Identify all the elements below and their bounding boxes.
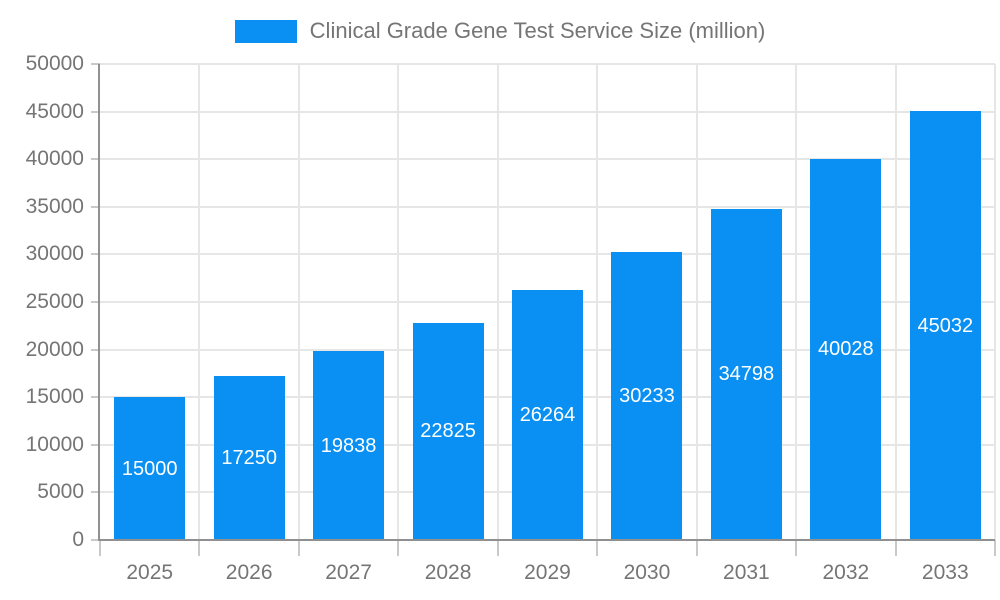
y-tick [91,491,100,494]
y-tick [91,348,100,351]
y-tick [91,158,100,161]
y-tick [91,253,100,256]
x-tick-label: 2025 [126,561,174,584]
y-tick-label: 15000 [25,385,84,409]
bar-value-label: 45032 [917,314,974,337]
y-tick-label: 20000 [25,337,84,361]
x-tick [894,540,897,556]
bar-value-label: 19838 [320,434,377,457]
x-tick-label: 2026 [225,561,273,584]
bar[interactable]: 19838 [313,351,385,540]
x-tick-label: 2029 [524,561,571,584]
bar-value-label: 17250 [221,446,277,469]
y-tick [91,63,100,65]
bar[interactable]: 26264 [512,289,583,540]
h-gridline [100,63,995,65]
y-tick-label: 10000 [25,432,84,456]
x-tick-label: 2033 [921,561,969,584]
y-tick [91,539,100,541]
y-axis-line [98,64,100,540]
bar[interactable]: 17250 [213,375,285,540]
h-gridline [100,253,995,256]
bar[interactable]: 30233 [611,252,683,540]
x-tick-label: 2028 [424,561,472,584]
x-tick [297,540,300,556]
v-gridline [496,64,499,540]
bar[interactable]: 40028 [810,158,882,540]
bar-value-label: 26264 [519,403,576,426]
bar-value-label: 40028 [818,338,874,361]
v-gridline [795,64,798,540]
x-tick-label: 2032 [822,561,870,584]
x-tick-label: 2027 [325,561,372,584]
x-tick [994,540,996,556]
y-tick-label: 40000 [25,147,84,171]
bar-value-label: 30233 [619,385,675,408]
v-gridline [596,64,599,540]
y-tick [91,443,100,446]
legend-label: Clinical Grade Gene Test Service Size (m… [309,18,766,43]
h-gridline [100,158,995,161]
y-tick [91,301,100,303]
v-gridline [198,64,201,540]
h-gridline [100,205,995,208]
v-gridline [397,64,400,540]
v-gridline [297,64,300,540]
x-tick-label: 2030 [623,561,671,584]
y-tick-label: 0 [72,528,84,551]
x-tick [496,540,499,556]
legend[interactable]: Clinical Grade Gene Test Service Size (m… [0,18,1000,44]
bar[interactable]: 22825 [412,322,484,540]
bar[interactable]: 45032 [909,111,981,540]
y-tick-label: 45000 [25,99,84,123]
y-tick [91,205,100,208]
x-tick [596,540,599,556]
y-tick [91,110,100,113]
x-tick [695,540,698,556]
y-tick [91,396,100,399]
bar-value-label: 15000 [121,457,178,480]
x-tick [795,540,798,556]
x-tick-label: 2031 [723,561,770,584]
y-tick-label: 25000 [25,290,84,313]
y-tick-label: 35000 [25,194,84,218]
x-axis-line [98,539,995,541]
h-gridline [100,110,995,113]
y-tick-label: 5000 [37,480,84,504]
legend-swatch [234,19,297,43]
bar[interactable]: 15000 [114,397,186,540]
x-tick [198,540,201,556]
x-tick [99,540,101,556]
bar-value-label: 22825 [420,420,476,443]
v-gridline [695,64,698,540]
y-tick-label: 50000 [25,52,84,75]
y-tick-label: 30000 [25,242,84,266]
x-tick [397,540,400,556]
v-gridline [894,64,897,540]
v-gridline [994,64,996,540]
bar-value-label: 34798 [718,363,775,386]
bar[interactable]: 34798 [710,208,782,540]
